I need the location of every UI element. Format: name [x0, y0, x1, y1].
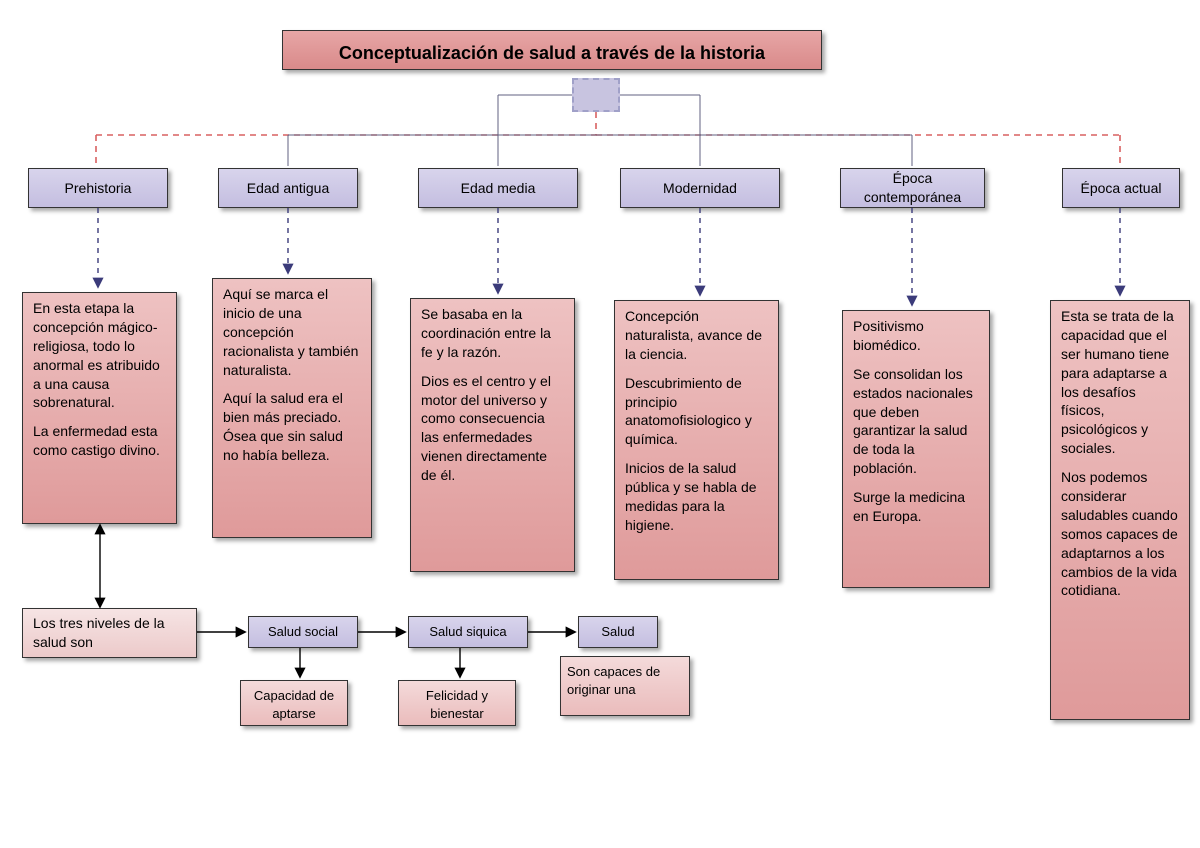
- desc-p: Aquí la salud era el bien más preciado. …: [223, 389, 361, 465]
- capacidad-text: Capacidad de aptarse: [254, 688, 334, 721]
- desc-p: Aquí se marca el inicio de una concepció…: [223, 285, 361, 379]
- desc-antigua: Aquí se marca el inicio de una concepció…: [212, 278, 372, 538]
- desc-modernidad: Concepción naturalista, avance de la cie…: [614, 300, 779, 580]
- niveles-text: Los tres niveles de la salud son: [33, 614, 186, 652]
- niveles-box: Los tres niveles de la salud son: [22, 608, 197, 658]
- era-label: Época contemporánea: [845, 169, 980, 207]
- title-box: Conceptualización de salud a través de l…: [282, 30, 822, 70]
- era-label: Prehistoria: [65, 179, 132, 198]
- connectors-svg: [0, 0, 1200, 848]
- desc-p: Se consolidan los estados nacionales que…: [853, 365, 979, 478]
- social-box: Salud social: [248, 616, 358, 648]
- salud-box: Salud: [578, 616, 658, 648]
- felicidad-text: Felicidad y bienestar: [426, 688, 488, 721]
- desc-p: Descubrimiento de principio anatomofisio…: [625, 374, 768, 450]
- desc-actual: Esta se trata de la capacidad que el ser…: [1050, 300, 1190, 720]
- capacidad-box: Capacidad de aptarse: [240, 680, 348, 726]
- era-label: Modernidad: [663, 179, 737, 198]
- era-label: Época actual: [1081, 179, 1162, 198]
- era-media: Edad media: [418, 168, 578, 208]
- desc-p: Nos podemos considerar saludables cuando…: [1061, 468, 1179, 600]
- era-contemp: Época contemporánea: [840, 168, 985, 208]
- social-text: Salud social: [268, 623, 338, 641]
- desc-p: Positivismo biomédico.: [853, 317, 979, 355]
- desc-contemp: Positivismo biomédico. Se consolidan los…: [842, 310, 990, 588]
- era-label: Edad media: [461, 179, 536, 198]
- siquica-text: Salud siquica: [429, 623, 506, 641]
- title-text: Conceptualización de salud a través de l…: [339, 43, 765, 63]
- desc-p: Concepción naturalista, avance de la cie…: [625, 307, 768, 364]
- desc-p: Esta se trata de la capacidad que el ser…: [1061, 307, 1179, 458]
- originar-text: Son capaces de originar una: [567, 664, 660, 697]
- desc-p: Dios es el centro y el motor del univers…: [421, 372, 564, 485]
- desc-p: En esta etapa la concepción mágico-relig…: [33, 299, 166, 412]
- desc-p: Surge la medicina en Europa.: [853, 488, 979, 526]
- siquica-box: Salud siquica: [408, 616, 528, 648]
- era-actual: Época actual: [1062, 168, 1180, 208]
- originar-box: Son capaces de originar una: [560, 656, 690, 716]
- salud-text: Salud: [601, 623, 634, 641]
- era-antigua: Edad antigua: [218, 168, 358, 208]
- era-modernidad: Modernidad: [620, 168, 780, 208]
- hub-box: [572, 78, 620, 112]
- era-label: Edad antigua: [247, 179, 330, 198]
- desc-prehistoria: En esta etapa la concepción mágico-relig…: [22, 292, 177, 524]
- era-prehistoria: Prehistoria: [28, 168, 168, 208]
- desc-p: La enfermedad esta como castigo divino.: [33, 422, 166, 460]
- desc-p: Inicios de la salud pública y se habla d…: [625, 459, 768, 535]
- desc-p: Se basaba en la coordinación entre la fe…: [421, 305, 564, 362]
- desc-media: Se basaba en la coordinación entre la fe…: [410, 298, 575, 572]
- felicidad-box: Felicidad y bienestar: [398, 680, 516, 726]
